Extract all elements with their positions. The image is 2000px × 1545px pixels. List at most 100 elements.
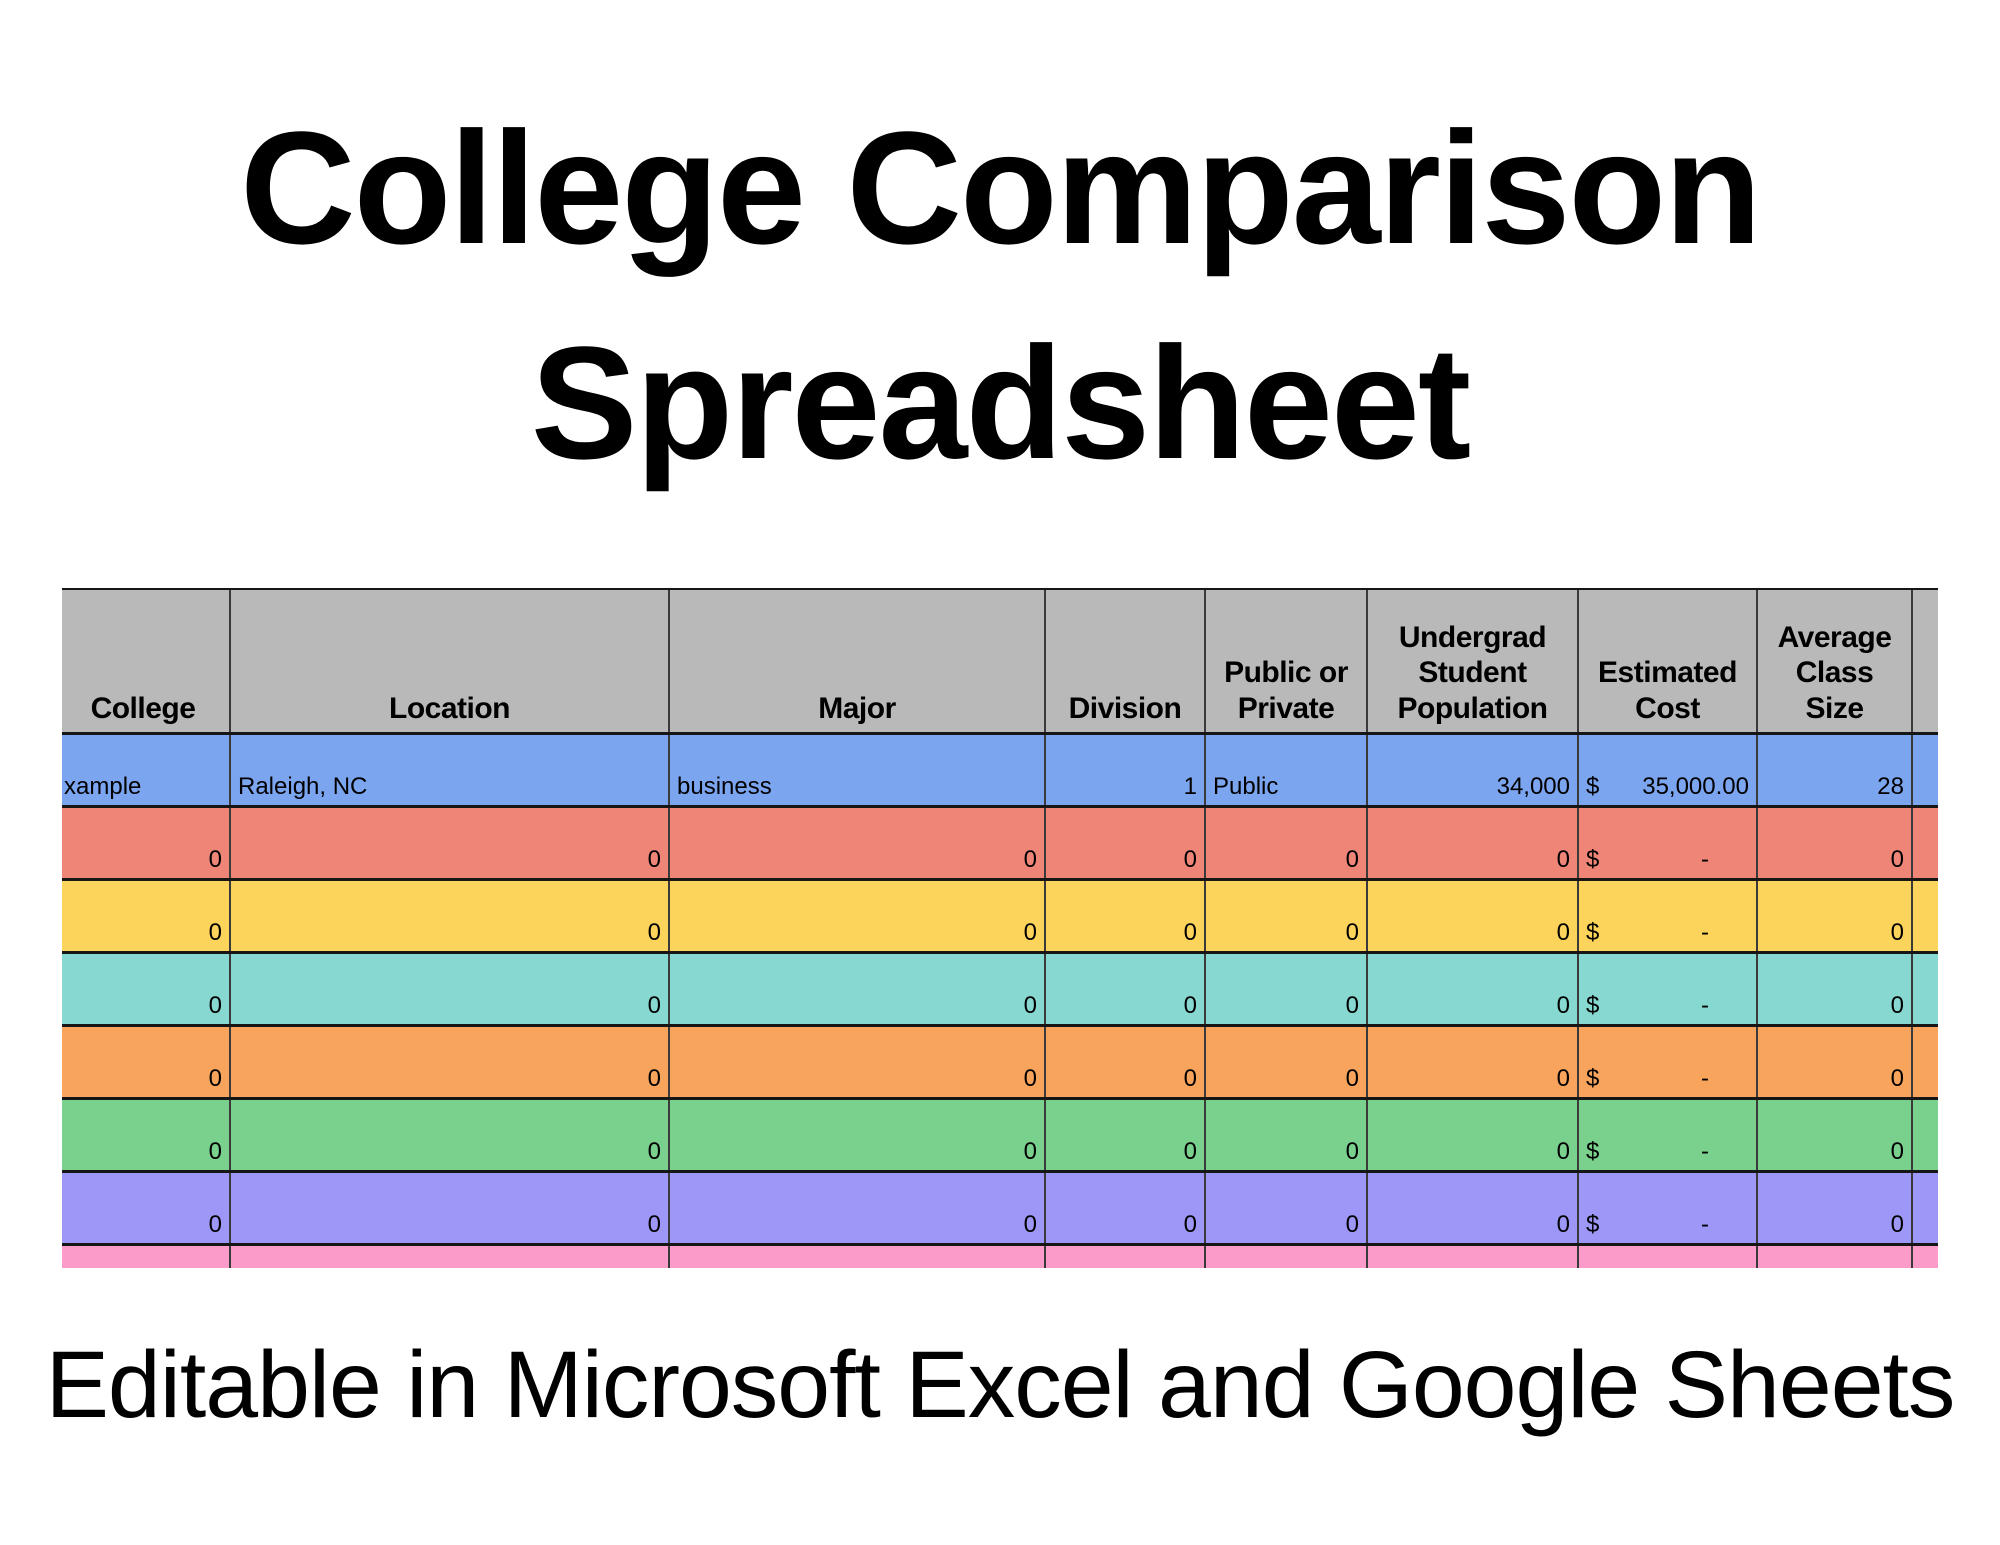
table-row-green: 0 0 0 0 0 0 $ - 0 [62, 1100, 1938, 1173]
cell-major: business [670, 735, 1046, 805]
cell-major: 0 [670, 1173, 1046, 1243]
cell-location: 0 [231, 954, 670, 1024]
cell-location: Raleigh, NC [231, 735, 670, 805]
cell-major: 0 [670, 954, 1046, 1024]
cost-amount: - [1701, 991, 1709, 1019]
page-title-line2: Spreadsheet [530, 313, 1471, 492]
cell-class-size: 28 [1758, 735, 1913, 805]
cell-population: 0 [1368, 1173, 1579, 1243]
spreadsheet-table: College Location Major Division Public o… [62, 588, 1938, 1270]
cell-class-size [1758, 1246, 1913, 1268]
currency-symbol: $ [1586, 772, 1600, 800]
table-row-purple: 0 0 0 0 0 0 $ - 0 [62, 1173, 1938, 1246]
cell-extra [1913, 1100, 1938, 1170]
cell-college: 0 [62, 808, 231, 878]
header-class-size: Average Class Size [1758, 590, 1913, 732]
header-college: College [62, 590, 231, 732]
currency-symbol: $ [1586, 1064, 1600, 1092]
cell-public-private: 0 [1206, 1027, 1368, 1097]
cost-amount: - [1701, 1210, 1709, 1238]
cell-division: 0 [1046, 1100, 1206, 1170]
cell-extra [1913, 808, 1938, 878]
table-row-yellow: 0 0 0 0 0 0 $ - 0 [62, 881, 1938, 954]
cell-population: 0 [1368, 1100, 1579, 1170]
header-extra [1913, 590, 1938, 732]
table-row-pink [62, 1246, 1938, 1268]
caption: Editable in Microsoft Excel and Google S… [45, 1332, 1956, 1438]
cell-location: 0 [231, 1027, 670, 1097]
currency-symbol: $ [1586, 1210, 1600, 1238]
currency-symbol: $ [1586, 1137, 1600, 1165]
cell-location: 0 [231, 1173, 670, 1243]
cell-class-size: 0 [1758, 1173, 1913, 1243]
cell-division: 1 [1046, 735, 1206, 805]
currency-symbol: $ [1586, 918, 1600, 946]
table-row-teal: 0 0 0 0 0 0 $ - 0 [62, 954, 1938, 1027]
cell-class-size: 0 [1758, 1100, 1913, 1170]
header-population: Undergrad Student Population [1368, 590, 1579, 732]
cell-division [1046, 1246, 1206, 1268]
cell-population [1368, 1246, 1579, 1268]
cell-public-private: Public [1206, 735, 1368, 805]
cell-estimated-cost: $ - [1579, 1027, 1758, 1097]
page-title-line1: College Comparison [240, 98, 1762, 277]
table-row-example: xample Raleigh, NC business 1 Public 34,… [62, 735, 1938, 808]
cell-division: 0 [1046, 1027, 1206, 1097]
cell-extra [1913, 881, 1938, 951]
currency-symbol: $ [1586, 991, 1600, 1019]
page-title: College Comparison Spreadsheet [0, 80, 2000, 510]
header-division: Division [1046, 590, 1206, 732]
cell-public-private: 0 [1206, 1100, 1368, 1170]
cell-population: 0 [1368, 881, 1579, 951]
cell-class-size: 0 [1758, 1027, 1913, 1097]
cell-major [670, 1246, 1046, 1268]
cell-major: 0 [670, 1027, 1046, 1097]
currency-symbol: $ [1586, 845, 1600, 873]
cell-college: 0 [62, 1100, 231, 1170]
cell-population: 34,000 [1368, 735, 1579, 805]
cost-amount: 35,000.00 [1642, 772, 1749, 800]
cell-estimated-cost [1579, 1246, 1758, 1268]
header-public-private: Public or Private [1206, 590, 1368, 732]
cell-extra [1913, 735, 1938, 805]
cell-public-private: 0 [1206, 954, 1368, 1024]
header-major: Major [670, 590, 1046, 732]
cell-estimated-cost: $ - [1579, 1173, 1758, 1243]
cell-estimated-cost: $ - [1579, 1100, 1758, 1170]
cell-college: 0 [62, 1173, 231, 1243]
cell-location: 0 [231, 881, 670, 951]
cell-division: 0 [1046, 808, 1206, 878]
cell-public-private [1206, 1246, 1368, 1268]
cell-estimated-cost: $ - [1579, 954, 1758, 1024]
cell-estimated-cost: $ - [1579, 808, 1758, 878]
cell-class-size: 0 [1758, 881, 1913, 951]
cell-major: 0 [670, 881, 1046, 951]
cell-estimated-cost: $ 35,000.00 [1579, 735, 1758, 805]
header-location: Location [231, 590, 670, 732]
cell-extra [1913, 1027, 1938, 1097]
cell-division: 0 [1046, 954, 1206, 1024]
cost-amount: - [1701, 1137, 1709, 1165]
cell-location: 0 [231, 1100, 670, 1170]
cell-major: 0 [670, 1100, 1046, 1170]
cell-division: 0 [1046, 881, 1206, 951]
cell-division: 0 [1046, 1173, 1206, 1243]
cell-location [231, 1246, 670, 1268]
cell-extra [1913, 954, 1938, 1024]
cost-amount: - [1701, 918, 1709, 946]
cell-population: 0 [1368, 954, 1579, 1024]
cost-amount: - [1701, 1064, 1709, 1092]
cell-extra [1913, 1246, 1938, 1268]
cell-class-size: 0 [1758, 954, 1913, 1024]
table-row-orange: 0 0 0 0 0 0 $ - 0 [62, 1027, 1938, 1100]
cell-location: 0 [231, 808, 670, 878]
cell-public-private: 0 [1206, 1173, 1368, 1243]
cell-population: 0 [1368, 808, 1579, 878]
cell-public-private: 0 [1206, 881, 1368, 951]
cell-college: xample [62, 735, 231, 805]
cell-estimated-cost: $ - [1579, 881, 1758, 951]
table-row-red: 0 0 0 0 0 0 $ - 0 [62, 808, 1938, 881]
cell-major: 0 [670, 808, 1046, 878]
header-estimated-cost: Estimated Cost [1579, 590, 1758, 732]
